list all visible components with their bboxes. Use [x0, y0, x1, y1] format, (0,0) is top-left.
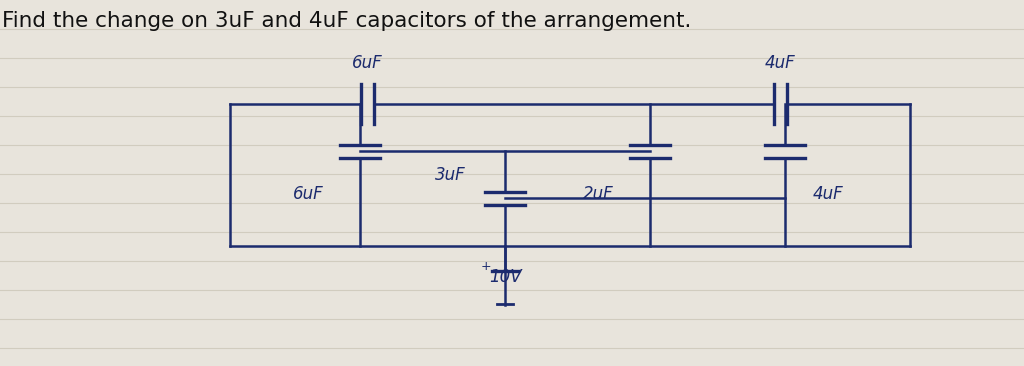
Text: 6uF: 6uF	[352, 54, 383, 72]
Text: 4uF: 4uF	[813, 184, 844, 202]
Text: 10V: 10V	[488, 268, 521, 286]
Text: Find the change on 3uF and 4uF capacitors of the arrangement.: Find the change on 3uF and 4uF capacitor…	[2, 11, 691, 31]
Text: 4uF: 4uF	[765, 54, 796, 72]
Text: 6uF: 6uF	[293, 184, 324, 202]
Text: +: +	[480, 259, 492, 273]
Text: 2uF: 2uF	[583, 184, 613, 202]
Text: 3uF: 3uF	[434, 165, 465, 183]
